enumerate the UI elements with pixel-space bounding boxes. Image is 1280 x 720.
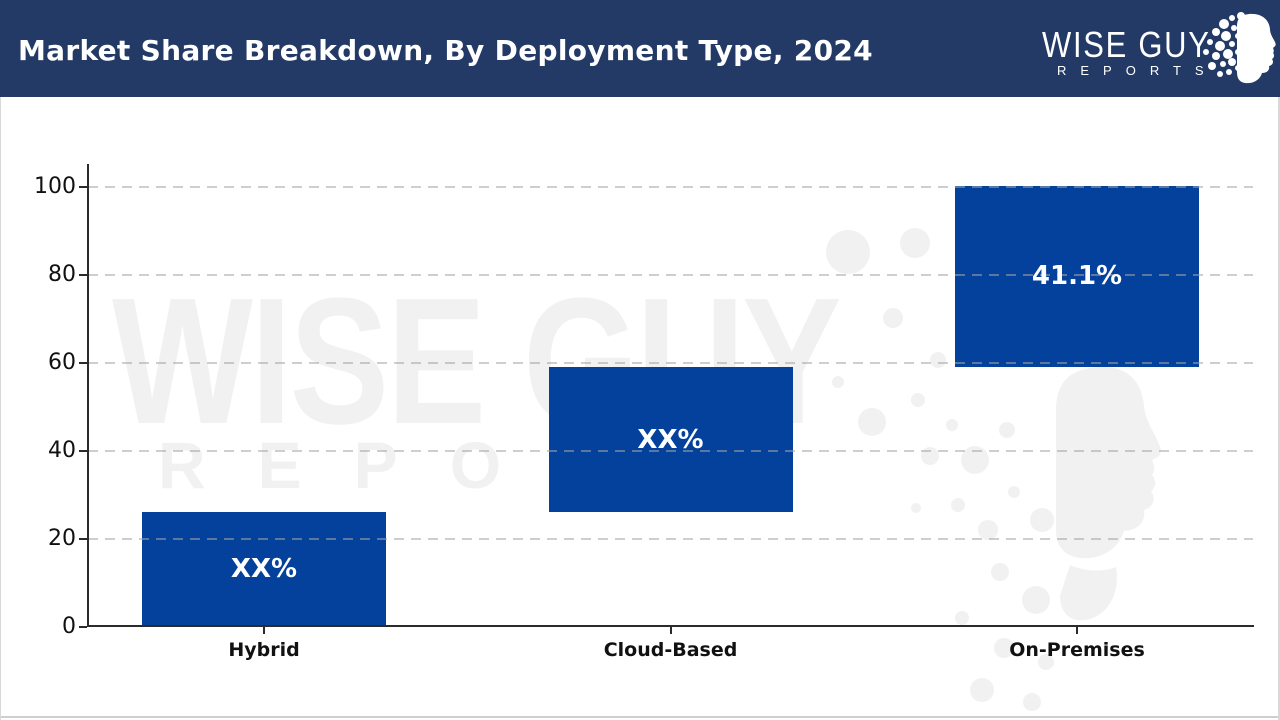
y-axis-tick-60 — [79, 361, 87, 364]
bar-value-label-on-premises: 41.1% — [1031, 261, 1123, 292]
brand-reports-text: REPORTS — [1057, 63, 1218, 78]
y-axis-tick-label-80: 80 — [48, 261, 76, 287]
gridline-60 — [88, 361, 1253, 364]
x-axis-category-label-on-premises: On-Premises — [1009, 639, 1145, 661]
y-axis-tick-80 — [79, 273, 87, 276]
bar-value-label-cloud-based: XX% — [637, 424, 704, 455]
x-axis-tick-hybrid — [263, 627, 265, 634]
gridline-100 — [88, 185, 1253, 188]
x-axis-tick-on-premises — [1076, 627, 1078, 634]
gridline-20 — [88, 537, 1253, 540]
bar-on-premises — [955, 186, 1199, 367]
y-axis-tick-label-100: 100 — [34, 173, 76, 199]
bar-hybrid — [142, 512, 386, 627]
y-axis-tick-label-60: 60 — [48, 349, 76, 375]
y-axis-spine — [87, 164, 89, 627]
y-axis-tick-40 — [79, 449, 87, 452]
bar-cloud-based — [548, 366, 793, 513]
brand-logo: WISE GUY REPORTS — [1040, 6, 1276, 92]
gridline-80 — [88, 273, 1253, 276]
right-border-line — [1278, 97, 1280, 720]
y-axis-tick-100 — [79, 185, 87, 188]
watermark-head-dots-graphic — [826, 228, 1161, 711]
y-axis-tick-0 — [79, 625, 87, 628]
brand-wordmark: WISE GUY — [1042, 24, 1211, 65]
y-axis-tick-label-40: 40 — [48, 437, 76, 463]
y-axis-tick-label-20: 20 — [48, 525, 76, 551]
header-bar: Market Share Breakdown, By Deployment Ty… — [0, 0, 1280, 97]
x-axis-spine — [87, 625, 1254, 627]
gridline-40 — [88, 449, 1253, 452]
brand-head-icon — [1203, 12, 1276, 84]
page-title: Market Share Breakdown, By Deployment Ty… — [18, 34, 873, 67]
bar-value-label-hybrid: XX% — [230, 554, 298, 585]
y-axis-tick-20 — [79, 537, 87, 540]
y-axis-tick-label-0: 0 — [62, 613, 76, 639]
x-axis-category-label-cloud-based: Cloud-Based — [603, 639, 738, 661]
bottom-border-line — [0, 716, 1280, 718]
x-axis-category-label-hybrid: Hybrid — [228, 639, 300, 661]
left-border-line — [0, 97, 1, 720]
x-axis-tick-cloud-based — [669, 627, 672, 634]
